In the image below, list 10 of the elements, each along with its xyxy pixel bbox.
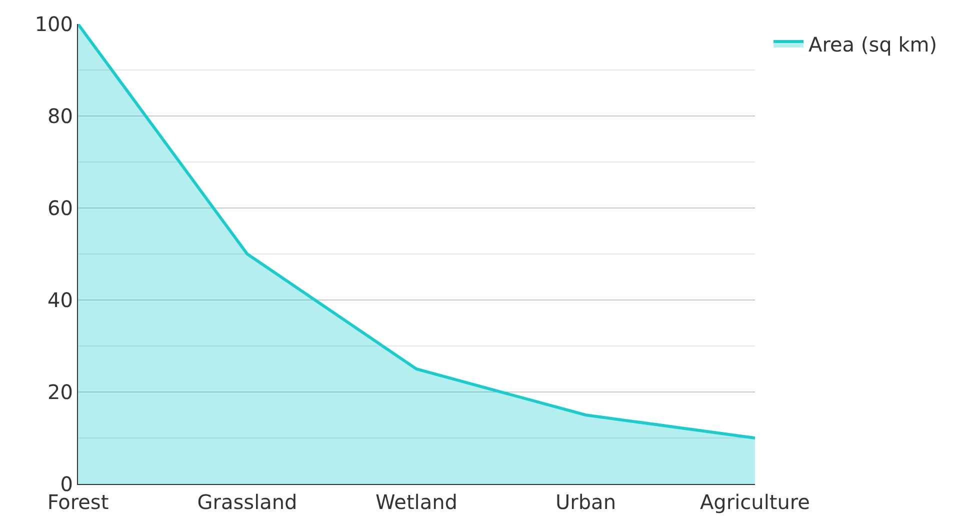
x-tick-label: Urban — [556, 490, 616, 514]
y-tick-label: 20 — [48, 380, 73, 404]
legend-label: Area (sq km) — [808, 32, 938, 56]
x-tick-label: Grassland — [197, 490, 298, 514]
x-tick-label: Agriculture — [700, 490, 810, 514]
y-tick-label: 60 — [48, 196, 73, 220]
y-tick-label: 80 — [48, 104, 73, 128]
x-tick-label: Wetland — [376, 490, 458, 514]
y-tick-label: 100 — [34, 12, 73, 36]
y-tick-label: 40 — [48, 288, 73, 312]
